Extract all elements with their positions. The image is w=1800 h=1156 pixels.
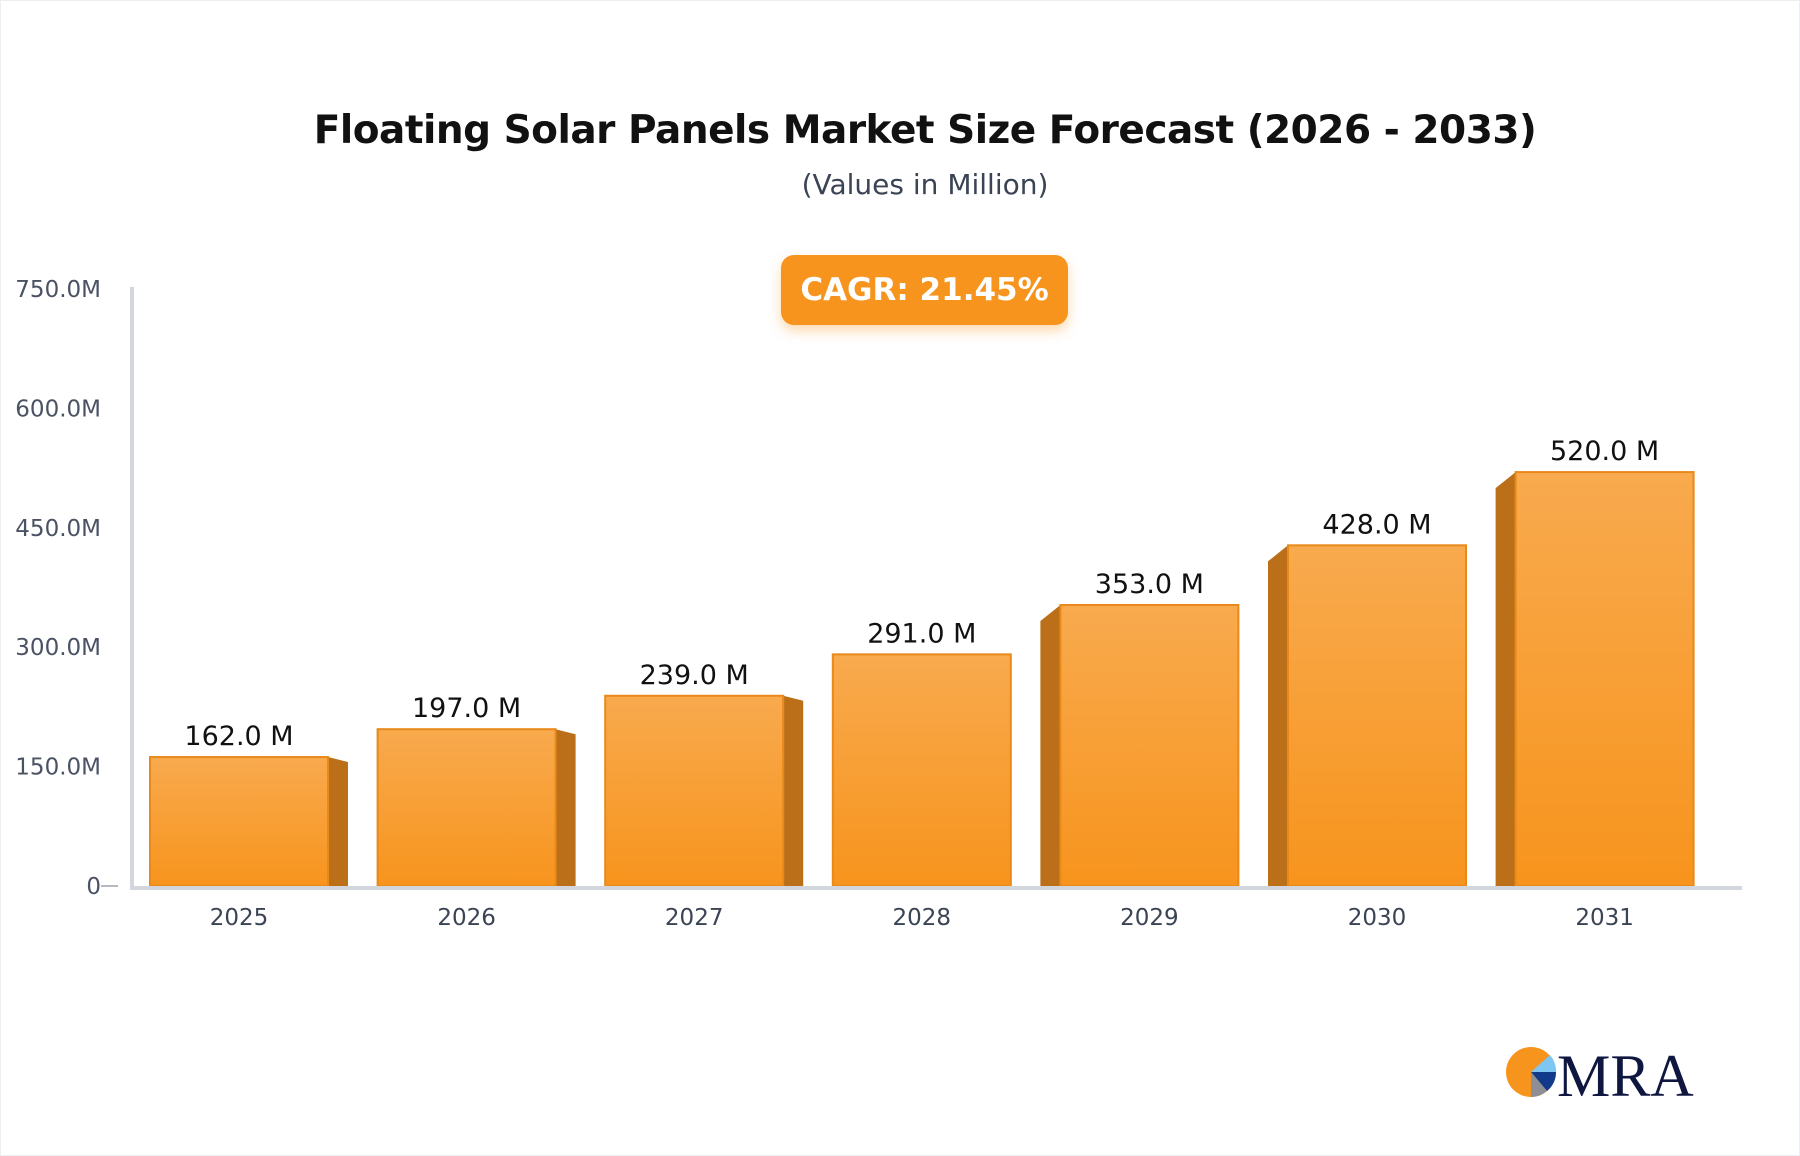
bar-2028: 291.0 M — [831, 618, 1012, 888]
y-tick-label: 0 — [86, 874, 101, 900]
bar-side — [1040, 605, 1061, 886]
y-axis: 0 150.0M 300.0M 450.0M 600.0M 750.0M — [15, 277, 134, 900]
data-label: 162.0 M — [184, 721, 293, 752]
bar-side — [783, 695, 804, 886]
bar-2030: 428.0 M — [1268, 509, 1467, 887]
y-tick-label: 450.0M — [15, 516, 101, 542]
data-label: 428.0 M — [1322, 509, 1431, 540]
x-tick-label: 2028 — [893, 905, 952, 931]
logo-pie-icon — [1506, 1047, 1557, 1097]
data-label: 197.0 M — [412, 693, 521, 724]
bar-front — [1059, 604, 1240, 888]
bar-2031: 520.0 M — [1495, 436, 1695, 887]
y-tick-label: 750.0M — [15, 277, 101, 303]
bar-front — [149, 756, 329, 887]
bar-front — [1514, 471, 1695, 887]
bar-2025: 162.0 M — [149, 721, 348, 887]
bar-2027: 239.0 M — [604, 660, 804, 887]
y-tick-label: 600.0M — [15, 396, 101, 422]
x-tick-label: 2030 — [1348, 905, 1407, 931]
bar-front — [604, 694, 785, 887]
data-label: 520.0 M — [1550, 436, 1659, 467]
x-tick-label: 2025 — [210, 905, 269, 931]
bar-front — [831, 653, 1012, 888]
data-label: 353.0 M — [1095, 569, 1204, 600]
y-tick-label: 300.0M — [15, 635, 101, 661]
x-tick-label: 2031 — [1575, 905, 1634, 931]
y-tick-label: 150.0M — [15, 755, 101, 781]
bar-side — [1495, 472, 1516, 886]
x-tick-label: 2027 — [665, 905, 724, 931]
bar-2029: 353.0 M — [1040, 569, 1240, 888]
cagr-badge: CAGR: 21.45% — [781, 255, 1068, 325]
bar-front — [376, 728, 557, 887]
bar-front — [1287, 544, 1467, 887]
mra-logo: MRA — [1506, 1043, 1694, 1104]
bar-side — [555, 729, 576, 886]
data-label: 239.0 M — [640, 660, 749, 691]
bars: 162.0 M 197.0 M 239.0 M 291.0 M 353.0 M 428.0… — [149, 436, 1695, 888]
chart-title: Floating Solar Panels Market Size Foreca… — [313, 108, 1537, 153]
bar-2026: 197.0 M — [376, 693, 576, 887]
x-tick-label: 2029 — [1120, 905, 1179, 931]
x-tick-label: 2026 — [437, 905, 496, 931]
x-axis: 2025 2026 2027 2028 2029 2030 2031 — [130, 886, 1742, 931]
data-label: 291.0 M — [867, 618, 976, 649]
chart-subtitle: (Values in Million) — [801, 168, 1049, 201]
bar-side — [1268, 545, 1288, 886]
bar-side — [328, 757, 348, 886]
logo-text: MRA — [1557, 1043, 1694, 1104]
